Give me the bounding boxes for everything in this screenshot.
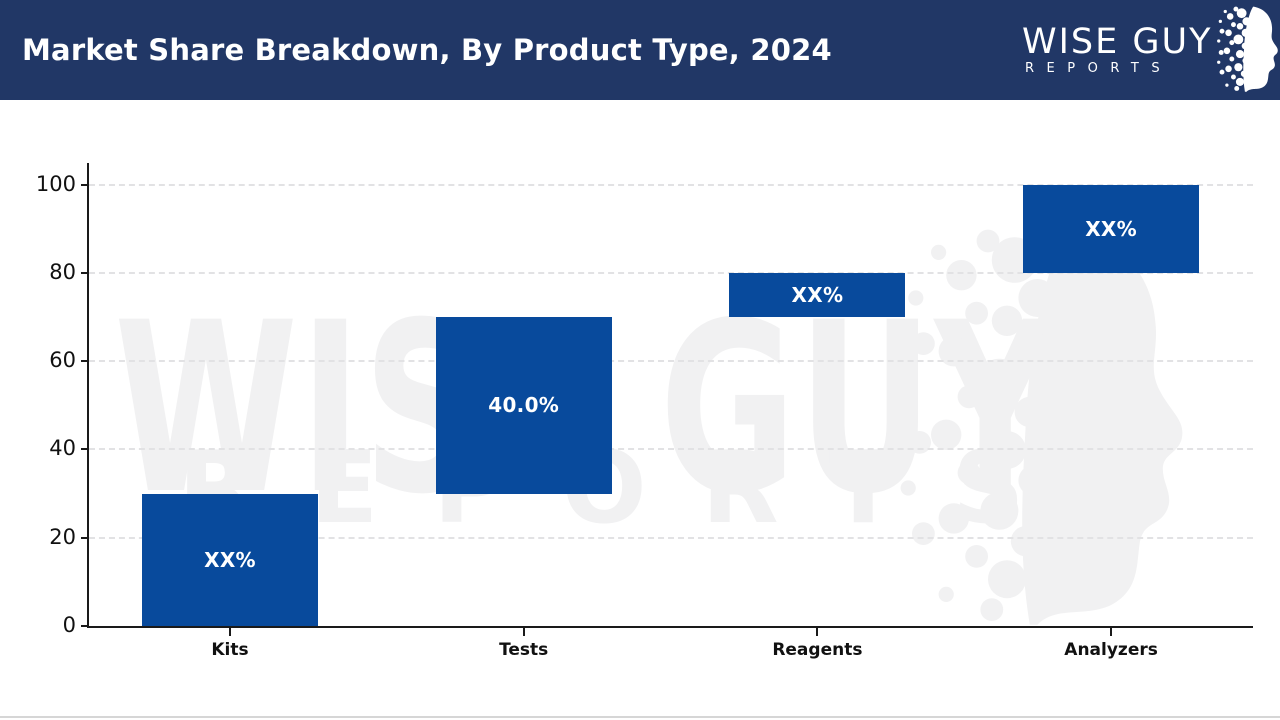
y-tick-label: 100 — [35, 171, 76, 196]
logo-wordmark: WISE GUY — [1022, 21, 1213, 62]
y-gridline — [89, 183, 1253, 186]
y-tickmark — [81, 625, 89, 627]
y-tick-label: 80 — [49, 259, 76, 284]
bar-value-label: XX% — [1085, 216, 1137, 241]
y-gridline — [89, 448, 1253, 451]
y-gridline — [89, 360, 1253, 363]
y-tickmark — [81, 183, 89, 186]
x-category-label: Reagents — [772, 640, 863, 660]
header-bar: Market Share Breakdown, By Product Type,… — [0, 0, 1280, 100]
bar-segment-kits: XX% — [142, 493, 318, 626]
y-tickmark — [81, 360, 89, 363]
brand-logo: WISE GUY REPORTS — [1022, 6, 1278, 94]
logo-head-icon — [1216, 6, 1278, 92]
footer-divider — [0, 716, 1280, 718]
logo-subtext: REPORTS — [1025, 61, 1173, 77]
bar-segment-analyzers: XX% — [1023, 184, 1200, 273]
y-tickmark — [81, 448, 89, 451]
bar-value-label: XX% — [204, 547, 256, 572]
y-tick-label: 20 — [49, 524, 76, 549]
y-tickmark — [81, 536, 89, 539]
x-axis-spine — [87, 626, 1253, 628]
y-tick-label: 60 — [49, 348, 76, 373]
bar-value-label: 40.0% — [488, 393, 560, 418]
y-tickmark — [81, 271, 89, 274]
x-tickmark — [816, 628, 819, 636]
bar-value-label: XX% — [791, 283, 844, 308]
x-category-label: Kits — [211, 640, 249, 660]
x-tickmark — [1110, 628, 1113, 636]
bar-segment-reagents: XX% — [729, 272, 906, 318]
x-tickmark — [229, 628, 231, 636]
x-category-label: Tests — [499, 640, 549, 660]
watermark-head-icon — [900, 229, 1183, 625]
y-gridline — [89, 536, 1253, 539]
x-tickmark — [522, 628, 525, 636]
y-axis-spine — [87, 163, 89, 628]
y-gridline — [89, 271, 1253, 274]
x-category-label: Analyzers — [1064, 640, 1158, 660]
chart-title: Market Share Breakdown, By Product Type,… — [22, 33, 832, 67]
y-tick-label: 0 — [62, 613, 76, 637]
y-tick-label: 40 — [49, 436, 76, 461]
bar-segment-tests: 40.0% — [435, 317, 612, 494]
